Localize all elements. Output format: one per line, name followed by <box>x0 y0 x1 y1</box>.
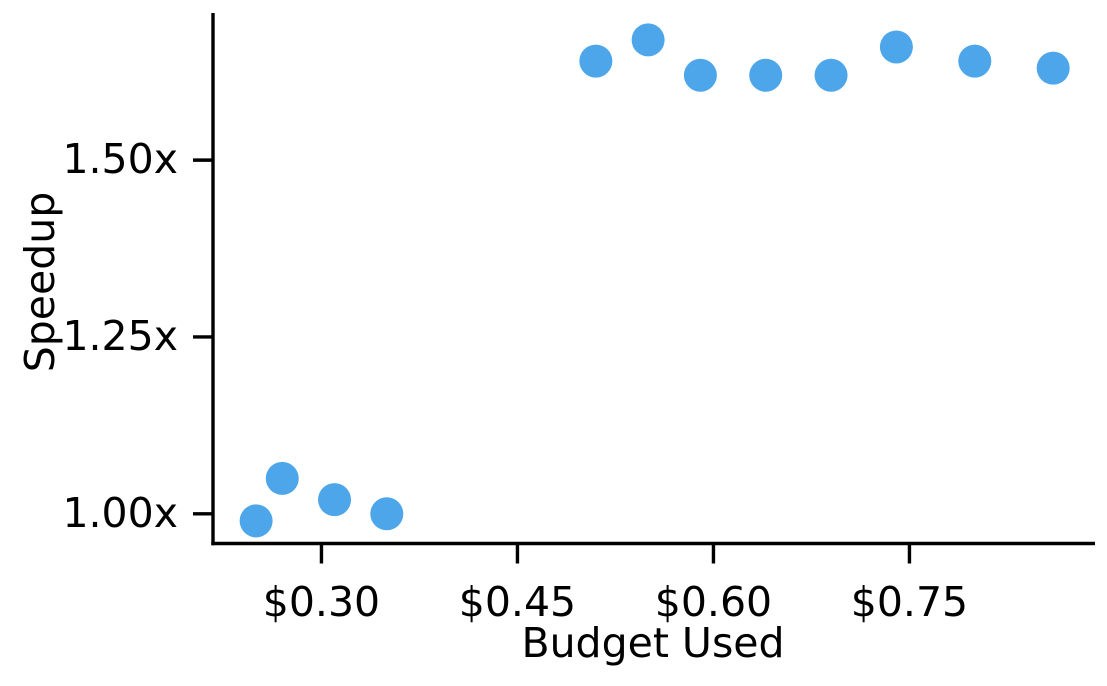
data-point <box>683 58 717 92</box>
x-tick-label: $0.60 <box>654 578 773 626</box>
data-point <box>1036 51 1070 85</box>
data-point <box>631 23 665 57</box>
y-tick-label: 1.50x <box>62 135 178 184</box>
data-point <box>749 58 783 92</box>
data-point <box>265 461 299 495</box>
x-tick-label: $0.30 <box>262 578 381 626</box>
data-point <box>958 44 992 78</box>
y-tick-label: 1.00x <box>62 488 178 537</box>
data-point <box>814 58 848 92</box>
x-tick-label: $0.45 <box>458 578 577 626</box>
x-tick-label: $0.75 <box>850 578 969 626</box>
data-point <box>318 483 352 517</box>
data-point <box>370 497 404 531</box>
data-point <box>239 504 273 538</box>
x-axis-title: Budget Used <box>521 619 785 667</box>
y-tick-label: 1.25x <box>62 311 178 360</box>
data-point <box>579 44 613 78</box>
data-point <box>879 30 913 64</box>
